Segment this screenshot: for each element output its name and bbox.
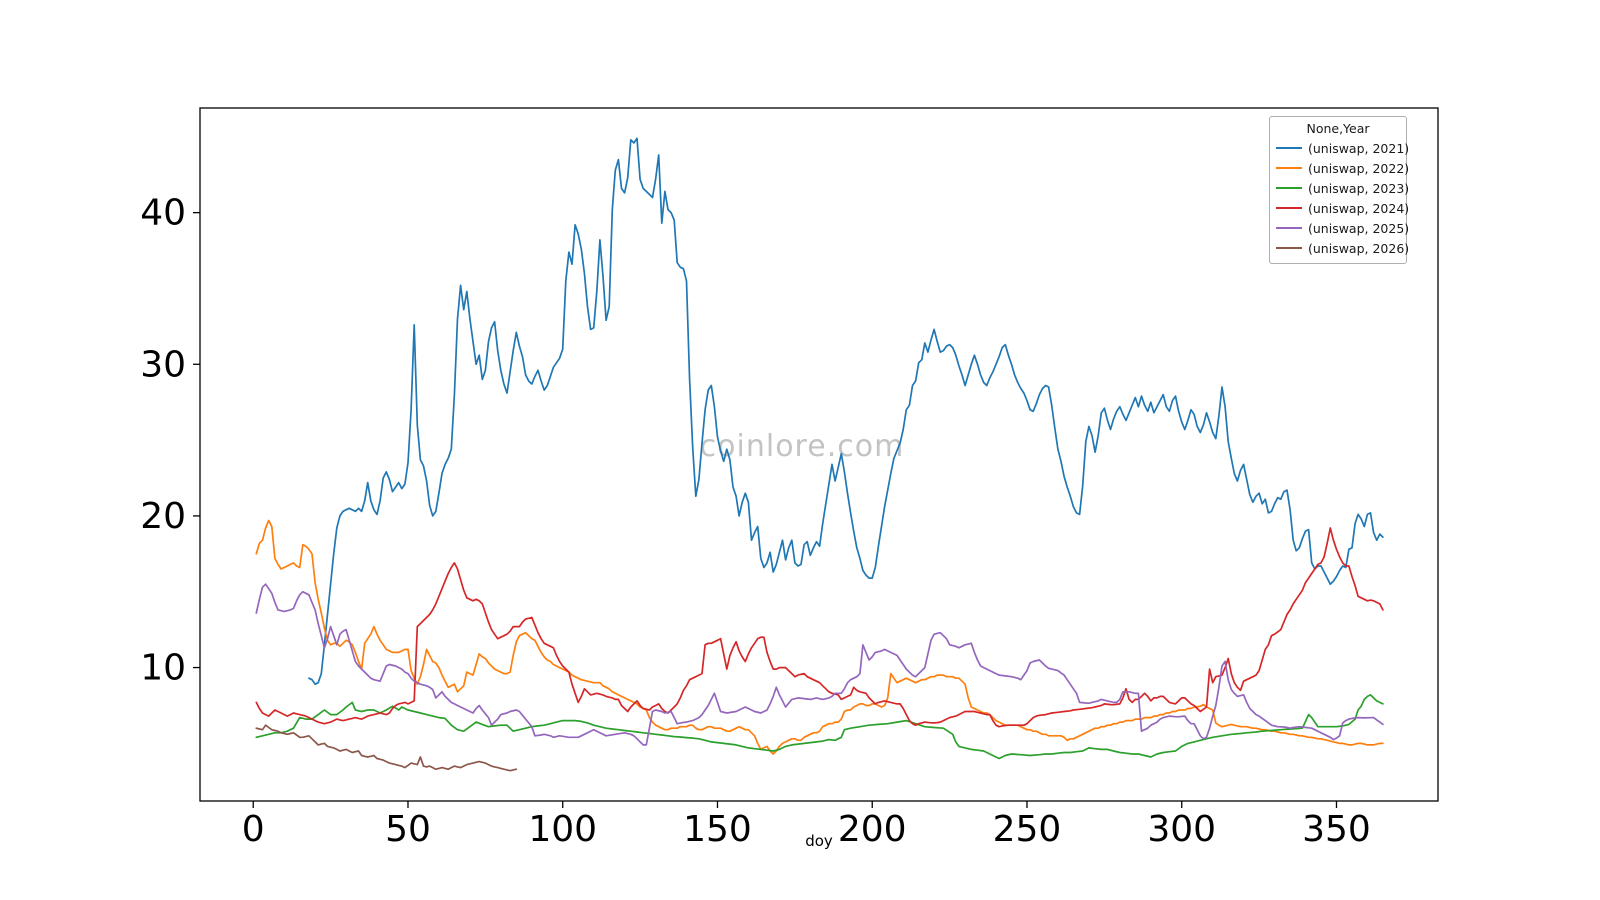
legend-title: None,Year xyxy=(1306,121,1370,136)
x-tick-label: 250 xyxy=(993,809,1062,850)
plot-border xyxy=(199,107,1439,802)
legend-entries: (uniswap, 2021) (uniswap, 2022) (uniswap, … xyxy=(1276,138,1409,258)
series-line-uniswap2021 xyxy=(308,137,1384,686)
series-line-uniswap2025 xyxy=(255,583,1384,746)
x-tick-label: 0 xyxy=(242,809,265,850)
y-tick-label: 20 xyxy=(140,496,186,537)
legend-line-sample xyxy=(1276,187,1302,189)
x-tick-label: 350 xyxy=(1302,809,1371,850)
legend-entry-label: (uniswap, 2023) xyxy=(1308,180,1410,196)
legend-line-sample xyxy=(1276,247,1302,249)
x-tick-label: 200 xyxy=(838,809,907,850)
x-tick-label: 300 xyxy=(1147,809,1216,850)
legend-entry-label: (uniswap, 2021) xyxy=(1308,140,1410,156)
y-tick-label: 30 xyxy=(140,344,186,385)
series-line-uniswap2024 xyxy=(255,527,1384,728)
legend-line-sample xyxy=(1276,227,1302,229)
y-tick-label: 10 xyxy=(140,648,186,689)
legend-line-sample xyxy=(1276,167,1302,169)
legend-entry: (uniswap, 2026) xyxy=(1276,238,1409,258)
legend-entry: (uniswap, 2023) xyxy=(1276,178,1409,198)
series-line-uniswap2026 xyxy=(255,724,518,772)
x-tick-label: 100 xyxy=(528,809,597,850)
legend-entry-label: (uniswap, 2026) xyxy=(1308,240,1410,256)
x-tick-label: 50 xyxy=(385,809,431,850)
legend-entry: (uniswap, 2024) xyxy=(1276,198,1409,218)
legend-entry-label: (uniswap, 2022) xyxy=(1308,160,1410,176)
x-axis-label: doy xyxy=(805,832,833,850)
series-line-uniswap2023 xyxy=(255,694,1384,760)
series-line-uniswap2022 xyxy=(255,519,1384,755)
legend-entry: (uniswap, 2022) xyxy=(1276,158,1409,178)
legend-box: None,Year (uniswap, 2021) (uniswap, 2022)… xyxy=(1269,116,1409,264)
axis-ticks: 0 50 100 150 200 250 300 350 10 20 30 40 xyxy=(140,193,1371,850)
legend-entry: (uniswap, 2021) xyxy=(1276,138,1409,158)
legend-entry: (uniswap, 2025) xyxy=(1276,218,1409,238)
legend-entry-label: (uniswap, 2024) xyxy=(1308,200,1410,216)
y-tick-label: 40 xyxy=(140,193,186,234)
legend-line-sample xyxy=(1276,147,1302,149)
watermark-text: coinlore.com xyxy=(700,429,905,464)
legend-line-sample xyxy=(1276,207,1302,209)
x-tick-label: 150 xyxy=(683,809,752,850)
series-lines xyxy=(255,137,1384,772)
legend-entry-label: (uniswap, 2025) xyxy=(1308,220,1410,236)
